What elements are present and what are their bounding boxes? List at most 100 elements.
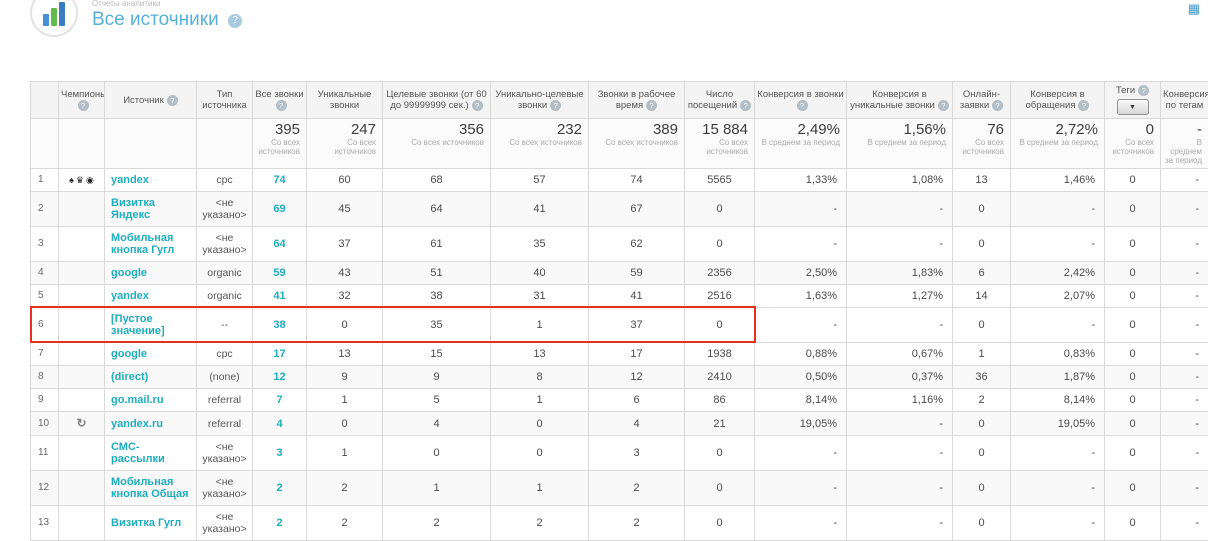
champion-badge-1-icon: ♠ bbox=[69, 175, 74, 185]
help-icon[interactable]: ? bbox=[276, 100, 287, 111]
col-header-work_time_calls: Звонки в рабочее время? bbox=[589, 82, 685, 119]
tags-filter-button[interactable]: ▼ bbox=[1117, 99, 1149, 115]
cell-target_calls: 1 bbox=[383, 471, 491, 506]
all-calls-link[interactable]: 4 bbox=[276, 418, 282, 430]
col-header-conv_calls: Конверсия в звонки? bbox=[755, 82, 847, 119]
cell-tags: 0 bbox=[1105, 506, 1161, 541]
all-calls-link[interactable]: 17 bbox=[273, 348, 285, 360]
all-calls-link[interactable]: 41 bbox=[273, 290, 285, 302]
cell-all_calls: 17 bbox=[253, 343, 307, 366]
cell-unique_calls: 0 bbox=[307, 412, 383, 436]
source-link[interactable]: yandex bbox=[111, 290, 149, 302]
help-icon[interactable]: ? bbox=[646, 100, 657, 111]
all-calls-link[interactable]: 3 bbox=[276, 447, 282, 459]
col-header-tags: Теги?▼ bbox=[1105, 82, 1161, 119]
cell-champions bbox=[59, 192, 105, 227]
title-block: Отчеты аналитики Все источники ? bbox=[0, 0, 1208, 31]
source-link[interactable]: Визитка Гугл bbox=[111, 517, 181, 529]
summary-caption: В среднем за период bbox=[1163, 138, 1202, 165]
help-icon[interactable]: ? bbox=[78, 100, 89, 111]
cell-unique_calls: 45 bbox=[307, 192, 383, 227]
report-header: Отчеты аналитики Все источники ? ▦ bbox=[0, 0, 1208, 81]
cell-conv_leads: - bbox=[1011, 471, 1105, 506]
cell-target_calls: 35 bbox=[383, 308, 491, 343]
app-logo[interactable] bbox=[30, 0, 78, 37]
cell-target_calls: 64 bbox=[383, 192, 491, 227]
cell-conv_tags: - bbox=[1161, 308, 1208, 343]
cell-conv_leads: 2,42% bbox=[1011, 262, 1105, 285]
all-calls-link[interactable]: 69 bbox=[273, 203, 285, 215]
source-link[interactable]: google bbox=[111, 267, 147, 279]
cell-unique_target_calls: 41 bbox=[491, 192, 589, 227]
source-link[interactable]: Визитка Яндекс bbox=[111, 197, 155, 221]
source-link[interactable]: СМС-рассылки bbox=[111, 441, 165, 465]
cell-unique_target_calls: 0 bbox=[491, 436, 589, 471]
source-link[interactable]: (direct) bbox=[111, 371, 148, 383]
col-header-conv_tags: Конверсия по тегам bbox=[1161, 82, 1208, 119]
all-calls-link[interactable]: 2 bbox=[276, 482, 282, 494]
help-icon[interactable]: ? bbox=[1078, 100, 1089, 111]
cell-source: yandex.ru bbox=[105, 412, 197, 436]
cell-target_calls: 51 bbox=[383, 262, 491, 285]
cell-champions: ♠♛◉ bbox=[59, 169, 105, 192]
col-header-unique_calls: Уникальные звонки bbox=[307, 82, 383, 119]
source-link[interactable]: [Пустое значение] bbox=[111, 313, 165, 337]
cell-num: 12 bbox=[31, 471, 59, 506]
col-header-visits: Число посещений? bbox=[685, 82, 755, 119]
help-icon[interactable]: ? bbox=[167, 95, 178, 106]
summary-caption: Со всех источников bbox=[255, 138, 300, 156]
champion-badge-2-icon: ♛ bbox=[76, 175, 84, 185]
all-calls-link[interactable]: 12 bbox=[273, 371, 285, 383]
summary-value: 15 884 bbox=[687, 121, 748, 138]
help-icon[interactable]: ? bbox=[228, 14, 242, 28]
help-icon[interactable]: ? bbox=[797, 100, 808, 111]
cell-conv_leads: - bbox=[1011, 436, 1105, 471]
col-label-all_calls: Все звонки bbox=[255, 89, 303, 100]
cell-target_calls: 4 bbox=[383, 412, 491, 436]
cell-unique_target_calls: 8 bbox=[491, 366, 589, 389]
all-calls-link[interactable]: 2 bbox=[276, 517, 282, 529]
cell-visits: 0 bbox=[685, 192, 755, 227]
help-icon[interactable]: ? bbox=[992, 100, 1003, 111]
source-link[interactable]: go.mail.ru bbox=[111, 394, 164, 406]
cell-conv_tags: - bbox=[1161, 343, 1208, 366]
source-link[interactable]: Мобильная кнопка Общая bbox=[111, 476, 189, 500]
cell-all_calls: 64 bbox=[253, 227, 307, 262]
help-icon[interactable]: ? bbox=[938, 100, 949, 111]
cell-conv_tags: - bbox=[1161, 192, 1208, 227]
cell-conv_tags: - bbox=[1161, 366, 1208, 389]
all-calls-link[interactable]: 64 bbox=[273, 238, 285, 250]
all-calls-link[interactable]: 74 bbox=[273, 174, 285, 186]
source-link[interactable]: yandex bbox=[111, 174, 149, 186]
col-header-conv_unique: Конверсия в уникальные звонки? bbox=[847, 82, 953, 119]
cell-online_leads: 13 bbox=[953, 169, 1011, 192]
source-link[interactable]: Мобильная кнопка Гугл bbox=[111, 232, 174, 256]
cell-num: 11 bbox=[31, 436, 59, 471]
help-icon[interactable]: ? bbox=[472, 100, 483, 111]
cell-unique_calls: 60 bbox=[307, 169, 383, 192]
cell-conv_unique: - bbox=[847, 436, 953, 471]
cell-online_leads: 14 bbox=[953, 285, 1011, 308]
cell-unique_calls: 2 bbox=[307, 471, 383, 506]
cell-unique_target_calls: 2 bbox=[491, 506, 589, 541]
cell-conv_tags: - bbox=[1161, 436, 1208, 471]
cell-source: (direct) bbox=[105, 366, 197, 389]
all-calls-link[interactable]: 7 bbox=[276, 394, 282, 406]
source-link[interactable]: yandex.ru bbox=[111, 418, 163, 430]
summary-value: 389 bbox=[591, 121, 678, 138]
summary-conv_tags: -В среднем за период bbox=[1161, 119, 1208, 169]
cell-type: <не указано> bbox=[197, 471, 253, 506]
all-calls-link[interactable]: 38 bbox=[273, 319, 285, 331]
excel-export-icon[interactable]: ▦ bbox=[1188, 1, 1200, 17]
cell-type: organic bbox=[197, 262, 253, 285]
cell-visits: 0 bbox=[685, 471, 755, 506]
help-icon[interactable]: ? bbox=[740, 100, 751, 111]
help-icon[interactable]: ? bbox=[1138, 85, 1149, 96]
logo-bar-chart-icon bbox=[43, 14, 49, 26]
cell-conv_unique: 1,83% bbox=[847, 262, 953, 285]
all-calls-link[interactable]: 59 bbox=[273, 267, 285, 279]
source-link[interactable]: google bbox=[111, 348, 147, 360]
help-icon[interactable]: ? bbox=[550, 100, 561, 111]
